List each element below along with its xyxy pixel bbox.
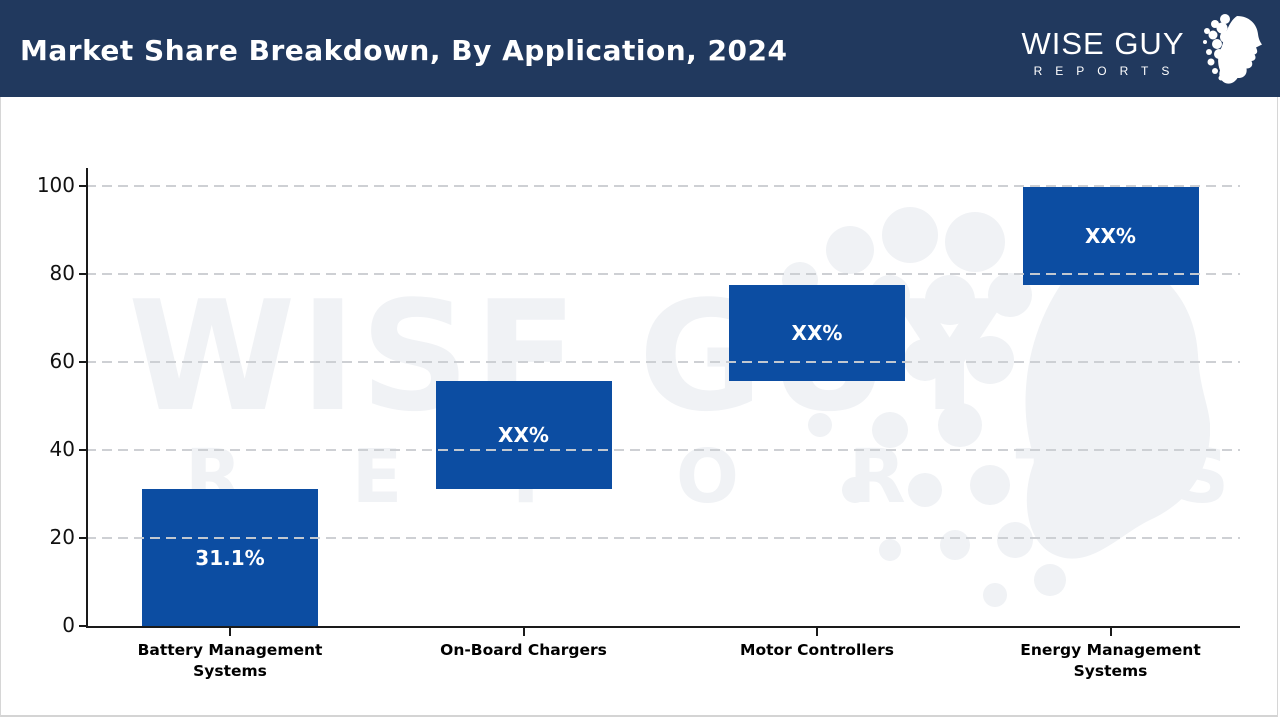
category-label-3: Motor Controllers (740, 641, 894, 659)
logo-reports-label: REPORTS (1033, 64, 1183, 78)
logo-face-icon (1203, 14, 1262, 84)
gridline-100 (86, 185, 1240, 187)
gridline-80 (86, 273, 1240, 275)
bar-2: XX% (435, 380, 612, 490)
gridline-60 (86, 361, 1240, 363)
category-label-1: Battery Management Systems (137, 641, 323, 680)
x-tick-3 (816, 628, 818, 636)
header-bar: Market Share Breakdown, By Application, … (0, 0, 1280, 97)
y-tick-label-0: 0 (62, 613, 75, 637)
y-tick-80 (79, 273, 86, 275)
bar-1: 31.1% (142, 489, 318, 626)
logo-text: WISE GUY REPORTS (1014, 26, 1192, 78)
bar-4: XX% (1022, 186, 1199, 285)
x-tick-2 (522, 628, 525, 636)
y-tick-40 (79, 449, 86, 451)
wise-guy-logo: WISE GUY REPORTS (1014, 12, 1262, 90)
x-tick-1 (229, 628, 231, 636)
bar-3: XX% (729, 285, 905, 381)
bar-value-label-3: XX% (791, 320, 843, 345)
gridline-40 (86, 449, 1240, 451)
bar-value-label-4: XX% (1085, 223, 1136, 248)
gridline-20 (86, 537, 1240, 539)
bar-value-label-1: 31.1% (195, 545, 265, 570)
y-tick-20 (79, 537, 86, 539)
y-tick-label-100: 100 (36, 173, 75, 197)
y-tick-0 (79, 625, 86, 627)
y-tick-100 (79, 185, 86, 187)
category-label-2: On-Board Chargers (440, 641, 607, 659)
chart-title: Market Share Breakdown, By Application, … (20, 34, 788, 67)
x-axis-line (86, 626, 1240, 628)
y-tick-60 (79, 361, 86, 363)
y-tick-label-20: 20 (49, 525, 75, 549)
y-tick-label-60: 60 (49, 349, 75, 373)
y-tick-label-80: 80 (49, 261, 75, 285)
y-tick-label-40: 40 (49, 437, 75, 461)
x-tick-4 (1109, 628, 1112, 636)
bar-value-label-2: XX% (498, 423, 549, 448)
category-label-4: Energy Management Systems (1020, 641, 1201, 680)
logo-wiseguy-label: WISE GUY (1021, 26, 1185, 61)
y-axis-line (86, 168, 88, 628)
